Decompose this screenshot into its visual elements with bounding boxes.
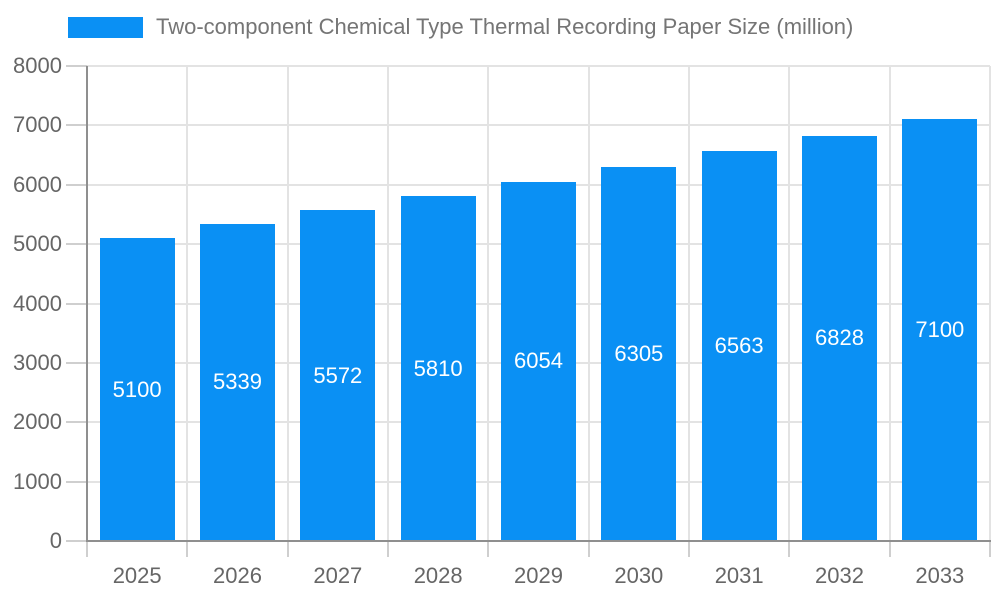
y-tick	[66, 361, 87, 364]
x-gridline	[989, 66, 991, 541]
x-tick	[688, 541, 690, 557]
bar-value-label: 5339	[213, 369, 262, 395]
x-gridline	[387, 66, 389, 541]
y-axis-label: 4000	[13, 290, 62, 316]
bar-2029	[501, 181, 576, 541]
y-gridline	[87, 124, 990, 127]
legend-label: Two-component Chemical Type Thermal Reco…	[156, 14, 854, 39]
y-axis-label: 2000	[13, 409, 62, 435]
x-tick	[286, 541, 289, 557]
y-gridline	[87, 65, 990, 67]
y-tick	[66, 480, 87, 483]
y-axis-label: 0	[49, 528, 62, 553]
y-tick	[66, 183, 87, 186]
x-axis-label: 2026	[213, 563, 262, 588]
bar-value-label: 6305	[614, 340, 664, 366]
x-gridline	[186, 66, 189, 541]
x-gridline	[788, 66, 791, 541]
bar-value-label: 5100	[112, 376, 162, 402]
x-gridline	[888, 66, 891, 541]
y-axis-label: 5000	[13, 231, 62, 257]
bar-value-label: 5572	[313, 362, 363, 388]
bar-2026	[200, 223, 275, 541]
y-tick	[66, 243, 87, 246]
x-tick	[788, 541, 791, 557]
x-tick	[587, 541, 590, 557]
bar-2025	[99, 238, 175, 541]
y-axis-line	[86, 66, 88, 541]
x-tick	[186, 541, 189, 557]
y-tick	[66, 124, 87, 127]
x-axis-label: 2032	[815, 563, 864, 588]
bar-2028	[400, 196, 476, 541]
x-gridline	[286, 66, 289, 541]
x-tick	[487, 541, 490, 557]
bar-2030	[601, 166, 677, 541]
y-axis-label: 8000	[13, 53, 62, 78]
bar-value-label: 5810	[413, 355, 463, 381]
legend-item[interactable]: Two-component Chemical Type Thermal Reco…	[68, 14, 853, 40]
bar-2032	[802, 135, 877, 541]
bar-2027	[300, 210, 376, 541]
x-axis-label: 2031	[714, 563, 764, 588]
bar-2033	[902, 119, 978, 541]
x-gridline	[587, 66, 590, 541]
y-tick	[66, 540, 87, 542]
y-axis-label: 6000	[13, 171, 62, 197]
x-tick	[387, 541, 389, 557]
bar-value-label: 6054	[514, 348, 563, 374]
x-axis-label: 2030	[614, 563, 664, 588]
x-tick	[989, 541, 991, 557]
bar-2031	[701, 151, 777, 541]
x-axis-line	[86, 540, 991, 542]
x-tick	[86, 541, 88, 557]
y-axis-label: 3000	[13, 349, 62, 375]
x-axis-label: 2029	[514, 563, 563, 588]
x-axis-label: 2033	[915, 563, 965, 588]
bar-value-label: 7100	[915, 317, 965, 343]
y-tick	[66, 65, 87, 67]
x-gridline	[688, 66, 690, 541]
x-axis-label: 2025	[112, 563, 162, 588]
x-gridline	[487, 66, 490, 541]
y-tick	[66, 421, 87, 424]
x-tick	[888, 541, 891, 557]
y-axis-label: 7000	[13, 112, 62, 138]
bar-value-label: 6828	[815, 325, 864, 351]
x-axis-label: 2028	[413, 563, 463, 588]
bar-value-label: 6563	[714, 333, 764, 359]
y-tick	[66, 302, 87, 305]
y-axis-label: 1000	[13, 468, 62, 494]
legend-swatch-icon	[68, 16, 143, 38]
x-axis-label: 2027	[313, 563, 363, 588]
